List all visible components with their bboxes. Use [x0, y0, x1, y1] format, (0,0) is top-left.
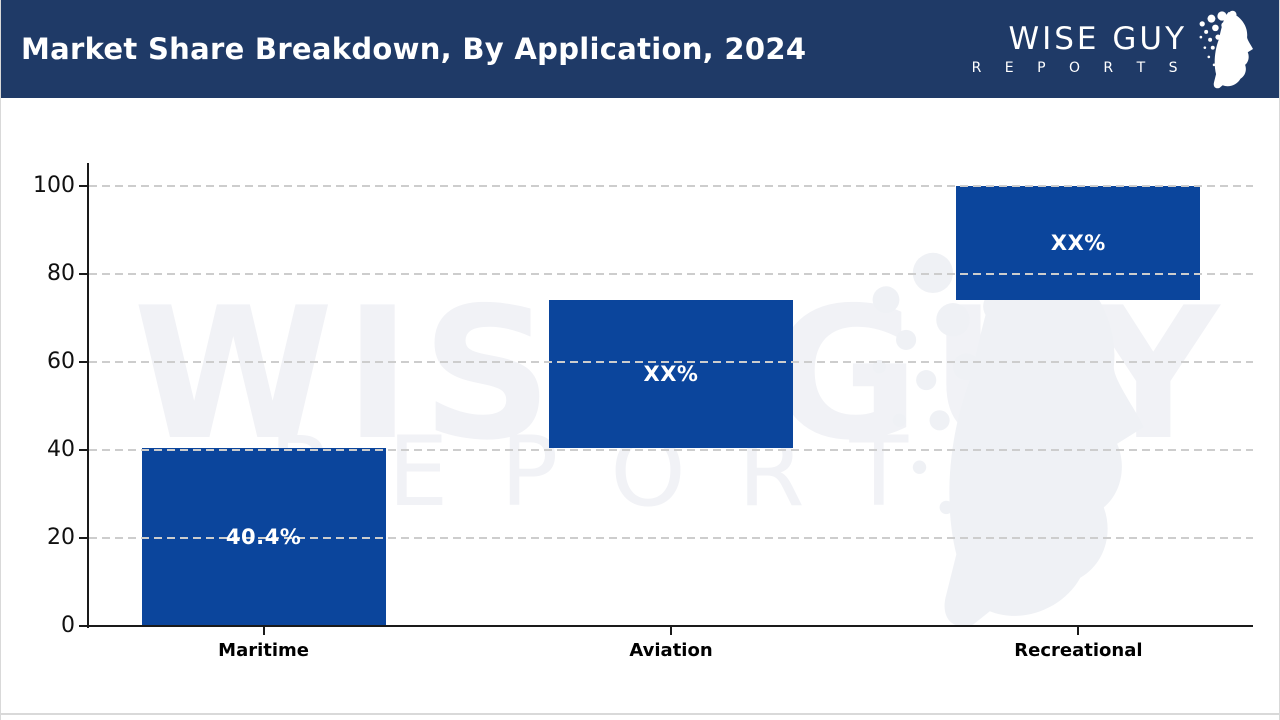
y-tick-label: 80	[47, 261, 75, 286]
x-category-label: Recreational	[1014, 640, 1143, 661]
gridline	[89, 273, 1253, 275]
x-tick-mark	[670, 627, 672, 635]
chart-canvas: WISE GUY REPORTS 02040608010040.4%Mariti…	[1, 98, 1279, 715]
wiseguy-face-icon	[1199, 10, 1254, 89]
y-tick-mark	[79, 185, 87, 187]
bar-recreational	[956, 186, 1201, 301]
y-axis-line	[87, 163, 89, 628]
y-tick-mark	[79, 449, 87, 451]
bar-aviation	[549, 300, 793, 449]
logo-subtitle: R E P O R T S	[971, 59, 1187, 76]
bar-value-label: XX%	[643, 362, 699, 387]
wiseguy-logo: WISE GUY R E P O R T S	[972, 9, 1255, 89]
y-tick-label: 40	[47, 437, 75, 462]
bar-value-label: 40.4%	[225, 525, 302, 550]
header-bar: Market Share Breakdown, By Application, …	[1, 0, 1279, 98]
y-tick-mark	[79, 625, 87, 627]
gridline	[89, 537, 1253, 539]
y-tick-label: 100	[33, 173, 75, 198]
y-tick-mark	[79, 361, 87, 363]
chart-title: Market Share Breakdown, By Application, …	[21, 32, 807, 66]
y-tick-mark	[79, 273, 87, 275]
x-tick-mark	[1077, 627, 1080, 635]
gridline	[89, 361, 1253, 363]
gridline	[89, 185, 1253, 187]
wiseguy-logo-text: WISE GUY R E P O R T S	[971, 20, 1187, 76]
x-category-label: Maritime	[218, 640, 310, 661]
x-tick-mark	[262, 627, 265, 635]
watermark-face-icon	[872, 232, 1144, 627]
y-tick-label: 0	[61, 613, 75, 638]
logo-wordmark: WISE GUY	[1008, 20, 1187, 57]
y-tick-label: 20	[47, 525, 75, 550]
y-tick-label: 60	[47, 349, 75, 374]
x-category-label: Aviation	[629, 640, 713, 661]
plot-area: 0 20 40 60 80 100 40.4% Maritime XX% Aviation XX% R…	[1, 98, 1279, 713]
y-tick-mark	[79, 537, 87, 539]
x-axis-line	[87, 625, 1253, 627]
bar-value-label: XX%	[1050, 231, 1106, 256]
gridline	[89, 449, 1253, 451]
